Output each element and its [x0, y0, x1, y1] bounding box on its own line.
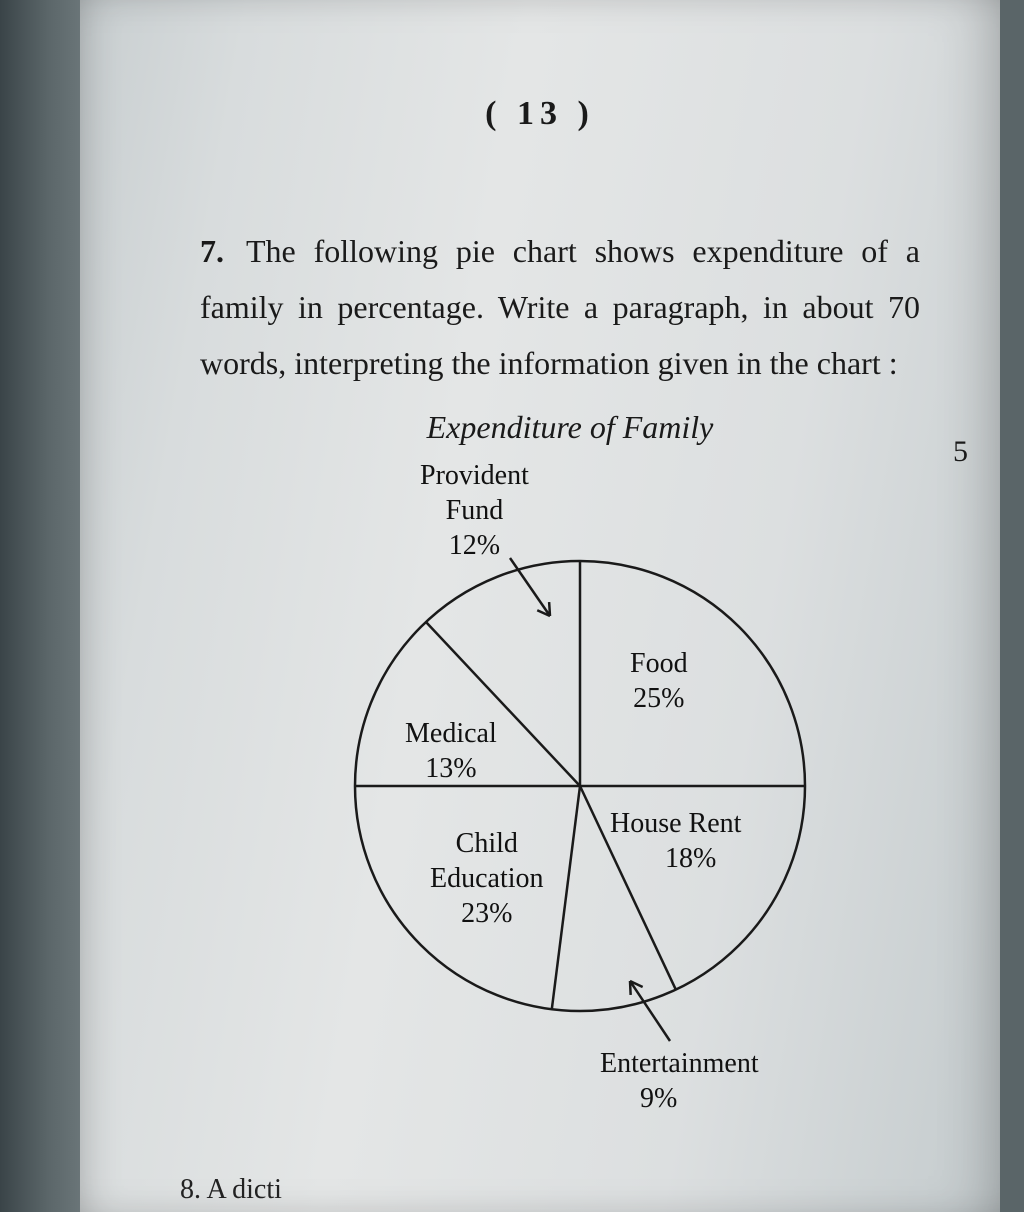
page-number: ( 13 ) — [80, 95, 1000, 133]
next-question-snippet: 8. A dicti — [180, 1174, 282, 1206]
paper-sheet: ( 13 ) 7.The following pie chart shows e… — [80, 0, 1000, 1212]
pie-chart: Provident Fund 12% Food 25% House Rent 1… — [300, 466, 860, 1106]
chart-title: Expenditure of Family — [140, 409, 1000, 446]
question-number: 7. — [200, 223, 246, 279]
label-entertainment: Entertainment 9% — [600, 1046, 759, 1116]
label-food: Food 25% — [630, 646, 688, 716]
pie-svg — [300, 466, 860, 1106]
question-marks: 5 — [953, 435, 968, 469]
label-provident-fund: Provident Fund 12% — [420, 458, 529, 563]
question-text: The following pie chart shows expenditur… — [200, 233, 920, 381]
label-child-education: Child Education 23% — [430, 826, 544, 931]
label-medical: Medical 13% — [405, 716, 497, 786]
page-edge-shadow — [0, 0, 80, 1212]
label-house-rent: House Rent 18% — [610, 806, 741, 876]
question-block: 7.The following pie chart shows expendit… — [200, 223, 920, 391]
